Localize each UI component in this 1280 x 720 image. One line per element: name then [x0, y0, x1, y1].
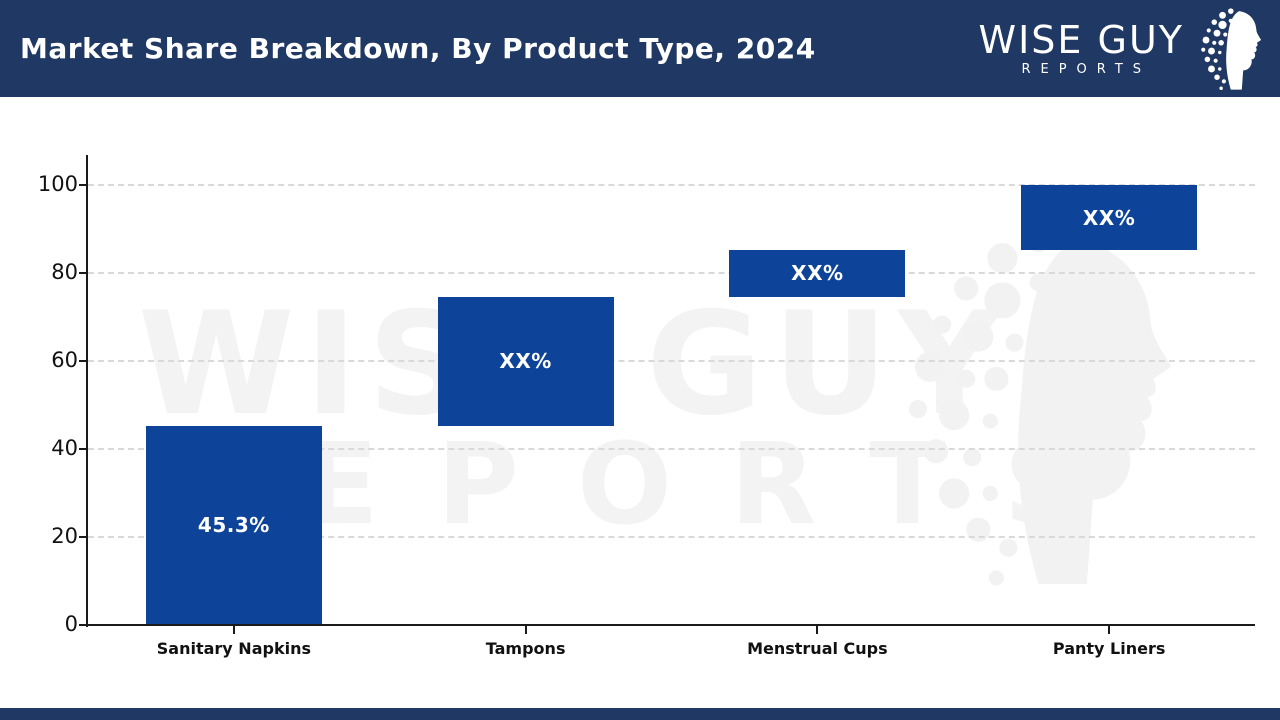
waterfall-bar-1: 45.3% [145, 425, 322, 625]
x-tick-mark [1108, 626, 1111, 634]
y-tick-label: 0 [64, 612, 78, 636]
bar-value-label: XX% [1082, 205, 1136, 230]
watermark-head-icon [908, 228, 1172, 586]
waterfall-bar-2: XX% [437, 296, 614, 426]
x-category-label: Tampons [485, 639, 566, 658]
dotted-head-icon [1201, 8, 1262, 90]
waterfall-bar-3: XX% [729, 250, 906, 297]
y-tick-mark [79, 184, 87, 186]
y-tick-mark [79, 624, 87, 626]
y-tick-mark [79, 536, 87, 538]
brand-logo-text: WISE GUY REPORTS [979, 21, 1184, 77]
y-tick-label: 60 [51, 348, 78, 372]
bar-value-label: XX% [499, 349, 552, 374]
y-tick-label: 40 [51, 436, 78, 460]
y-tick-mark [79, 448, 87, 450]
bar-value-label: XX% [791, 261, 844, 286]
x-tick-mark [524, 626, 527, 634]
chart-title: Market Share Breakdown, By Product Type,… [20, 32, 816, 65]
x-tick-mark [816, 626, 819, 634]
y-tick-mark [79, 272, 87, 274]
brand-subname: REPORTS [1021, 62, 1152, 77]
x-category-label: Menstrual Cups [747, 639, 888, 658]
gridline-100 [88, 184, 1255, 186]
bar-value-label: 45.3% [197, 513, 270, 538]
gridline-20 [88, 536, 1255, 538]
gridline-80 [88, 272, 1255, 274]
footer-bar [0, 708, 1280, 720]
y-tick-label: 100 [37, 172, 78, 196]
brand-name: WISE GUY [978, 18, 1184, 62]
x-axis-line [86, 624, 1255, 626]
gridline-60 [88, 360, 1255, 362]
y-tick-label: 20 [51, 524, 78, 548]
y-axis-line [86, 155, 88, 627]
waterfall-bar-4: XX% [1021, 185, 1198, 251]
header-bar: Market Share Breakdown, By Product Type,… [0, 0, 1280, 97]
brand-logo: WISE GUY REPORTS [979, 6, 1266, 92]
gridline-40 [88, 448, 1255, 450]
y-tick-mark [79, 360, 87, 362]
x-category-label: Sanitary Napkins [156, 639, 311, 658]
x-tick-mark [232, 626, 235, 634]
y-tick-label: 80 [51, 260, 78, 284]
x-category-label: Panty Liners [1052, 639, 1166, 658]
